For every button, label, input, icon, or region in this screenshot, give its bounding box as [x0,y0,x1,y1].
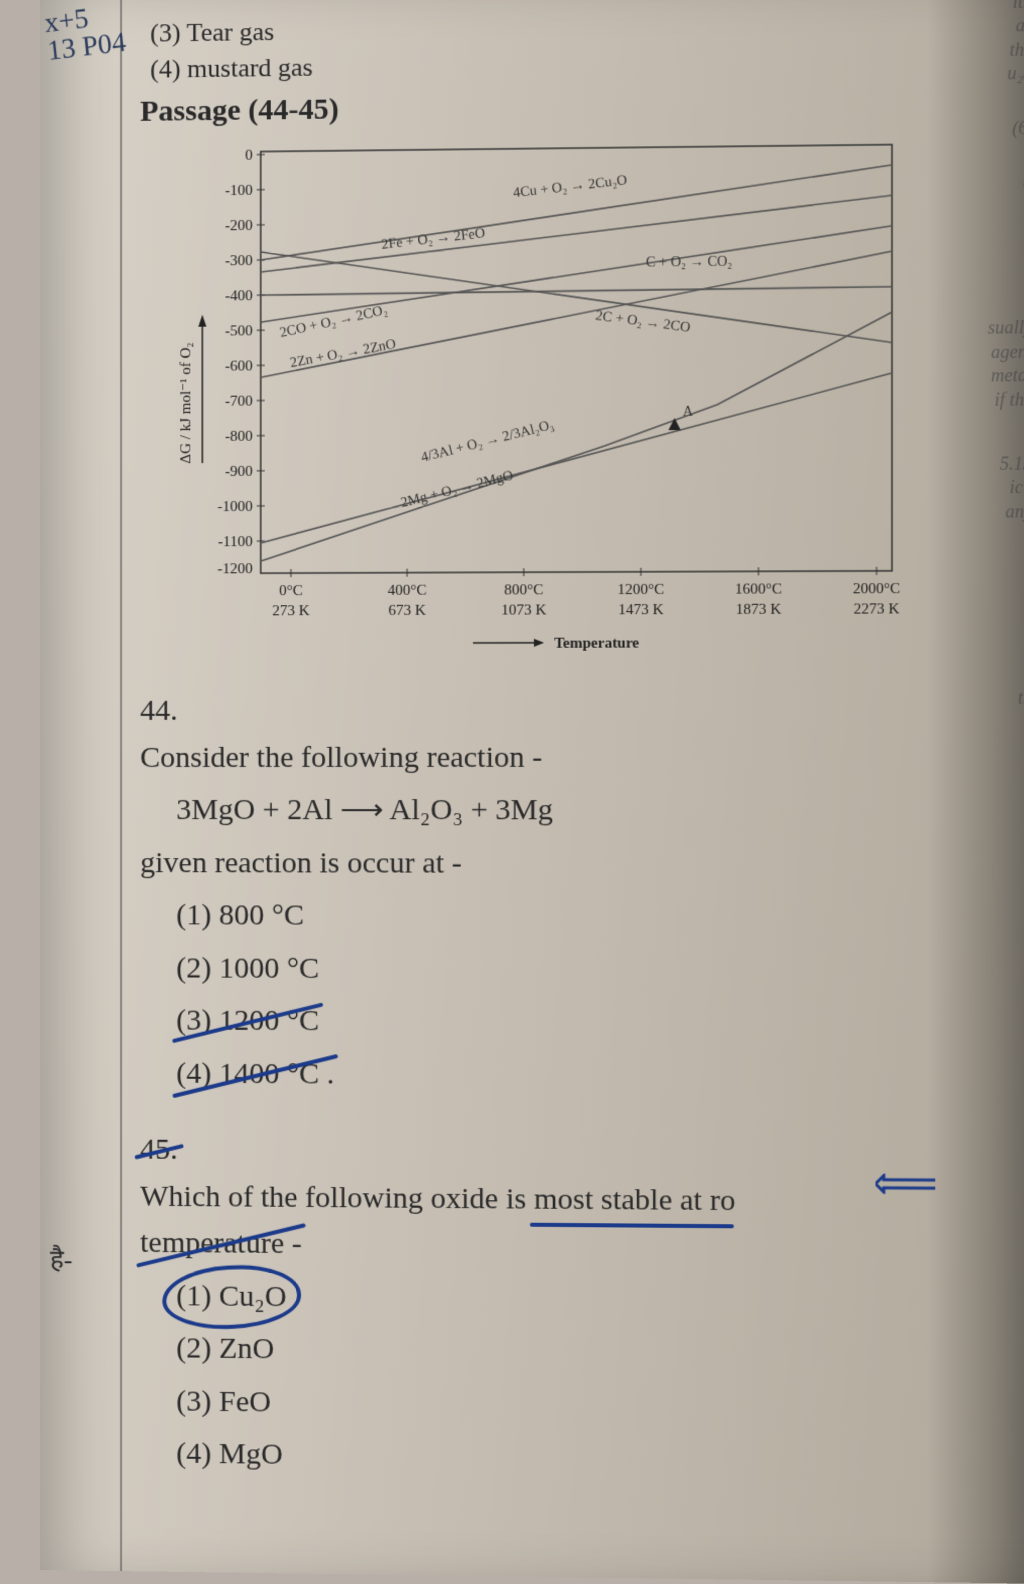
q45-stem-a: Which of the following oxide is [140,1179,534,1215]
q45-num-text: 45. [140,1127,178,1174]
ytick-11: -1100 [218,534,253,550]
xtick-k4: 1873 K [736,602,782,618]
rh7: agent [988,340,1024,364]
option-4: (4) mustard gas [150,44,978,85]
ytick-3: -300 [225,253,253,269]
x-axis-ticks: 0°C 400°C 800°C 1200°C 1600°C 2000°C 273… [272,567,900,620]
rh6: sually [988,316,1024,340]
q45-number: 45. [140,1127,196,1174]
ytick-7: -700 [225,394,253,410]
xtick-c2: 800°C [504,582,543,598]
ytick-2: -200 [225,218,253,234]
blue-arrow-icon [876,1174,938,1195]
rh4: (6, [988,116,1024,140]
question-45: 45. Which of the following oxide is most… [140,1127,978,1493]
rh12: any [988,500,1024,524]
rh13: th [988,686,1024,710]
ytick-12: -1200 [217,561,252,577]
xtick-k0: 273 K [272,603,310,619]
rh3: u₂S [988,62,1024,86]
q45-opt3: (3) FeO [176,1378,933,1433]
line-c-co2 [261,287,892,295]
label-zn: 2Zn + O₂ → 2ZnO [289,337,397,371]
xtick-c4: 1600°C [735,581,782,597]
line-2c-co [261,226,892,322]
q45-stem-b: most stable [534,1176,672,1224]
q44-sub: given reaction is occur at - [140,840,933,888]
ytick-10: -1000 [217,499,252,515]
ytick-4: -400 [225,288,253,304]
q44-opt3: (3) 1200 °C [176,998,933,1048]
ellingham-svg: 0 -100 -200 -300 -400 -500 -600 -700 -80… [170,134,923,664]
q45-sub: temperature - [140,1220,933,1273]
rh1: as [988,14,1024,38]
point-a-label: A [683,405,693,420]
left-margin-text: है- [50,1240,72,1276]
rh0: ith [988,0,1024,15]
q45-options: (1) Cu₂O (2) ZnO (3) FeO (4) MgO [176,1273,933,1487]
ytick-0: 0 [245,148,253,164]
q44-opt4: (4) 1400 °C . [176,1050,933,1101]
margin-rule [120,0,122,1571]
q45-opt2: (2) ZnO [176,1325,933,1379]
q44-opt4-text: (4) 1400 °C . [176,1050,334,1097]
prev-question-options: (3) Tear gas (4) mustard gas [150,7,978,84]
reaction-lines [261,165,892,561]
ytick-9: -900 [225,464,253,480]
label-c-co2: C + O₂ → CO₂ [646,255,732,271]
question-44: 44. Consider the following reaction - 3M… [140,686,978,1107]
rh9: if the [988,388,1024,412]
x-axis-label-group: Temperature [473,635,639,652]
q45-stem-c: at ro [672,1183,735,1217]
q44-number: 44. [140,688,196,735]
ytick-6: -600 [225,358,253,374]
ytick-5: -500 [225,323,253,339]
xtick-k3: 1473 K [618,602,664,618]
label-2c-co: 2C + O₂ → 2CO [594,309,691,336]
xtick-k5: 2273 K [854,601,900,617]
rh11: icu [988,476,1024,500]
label-fe: 2Fe + O₂ → 2FeO [381,226,486,253]
handwritten-margin-note: x+5 13 P04 [43,1,127,66]
label-co: 2CO + O₂ → 2CO₂ [279,303,389,341]
xtick-c1: 400°C [388,583,427,599]
q44-opt3-text: (3) 1200 °C [176,998,319,1045]
q45-opt1: (1) Cu₂O [176,1273,933,1327]
adjacent-page-text: ith as the u₂S (6, d sually agent metal … [988,0,1024,710]
ellingham-diagram: 0 -100 -200 -300 -400 -500 -600 -700 -80… [170,134,923,664]
rh10: 5.13 [988,452,1024,476]
xtick-c3: 1200°C [617,582,664,598]
q44-stem: Consider the following reaction - [140,740,542,773]
q44-options: (1) 800 °C (2) 1000 °C (3) 1200 °C (4) 1… [176,892,933,1101]
label-cu: 4Cu + O₂ → 2Cu₂O [512,173,627,201]
y-axis-arrow [198,315,206,463]
q44-equation: 3MgO + 2Al ⟶ Al₂O₃ + 3Mg [176,787,933,834]
q45-sub-text: temperature - [140,1220,302,1268]
xtick-k2: 1073 K [501,602,546,618]
y-axis-label: ΔG / kJ mol⁻¹ of O₂ [178,342,194,463]
q44-opt1: (1) 800 °C [176,892,933,941]
q45-opt4: (4) MgO [176,1431,933,1487]
ytick-1: -100 [225,183,253,199]
line-fe [261,195,892,272]
xtick-k1: 673 K [388,603,426,619]
x-axis-label: Temperature [554,635,639,651]
page: x+5 13 P04 (3) Tear gas (4) mustard gas … [40,0,1024,1584]
label-mg: 2Mg + O₂ → 2MgO [399,468,515,511]
q44-opt2: (2) 1000 °C [176,945,933,994]
hand-note-line2: 13 P04 [46,29,127,66]
y-axis-ticks: 0 -100 -200 -300 -400 -500 -600 -700 -80… [217,148,264,578]
q45-opt1-text: (1) Cu₂O [176,1273,286,1321]
option-3: (3) Tear gas [150,7,978,48]
xtick-c0: 0°C [279,583,303,599]
passage-heading: Passage (44-45) [140,85,978,129]
rh5: d [988,170,1024,194]
rh2: the [988,38,1024,62]
line-al [261,373,892,543]
label-al: 4/3Al + O₂ → 2/3Al₂O₃ [420,418,556,466]
rh8: metal [988,364,1024,388]
ytick-8: -800 [225,429,253,445]
xtick-c5: 2000°C [853,581,900,597]
